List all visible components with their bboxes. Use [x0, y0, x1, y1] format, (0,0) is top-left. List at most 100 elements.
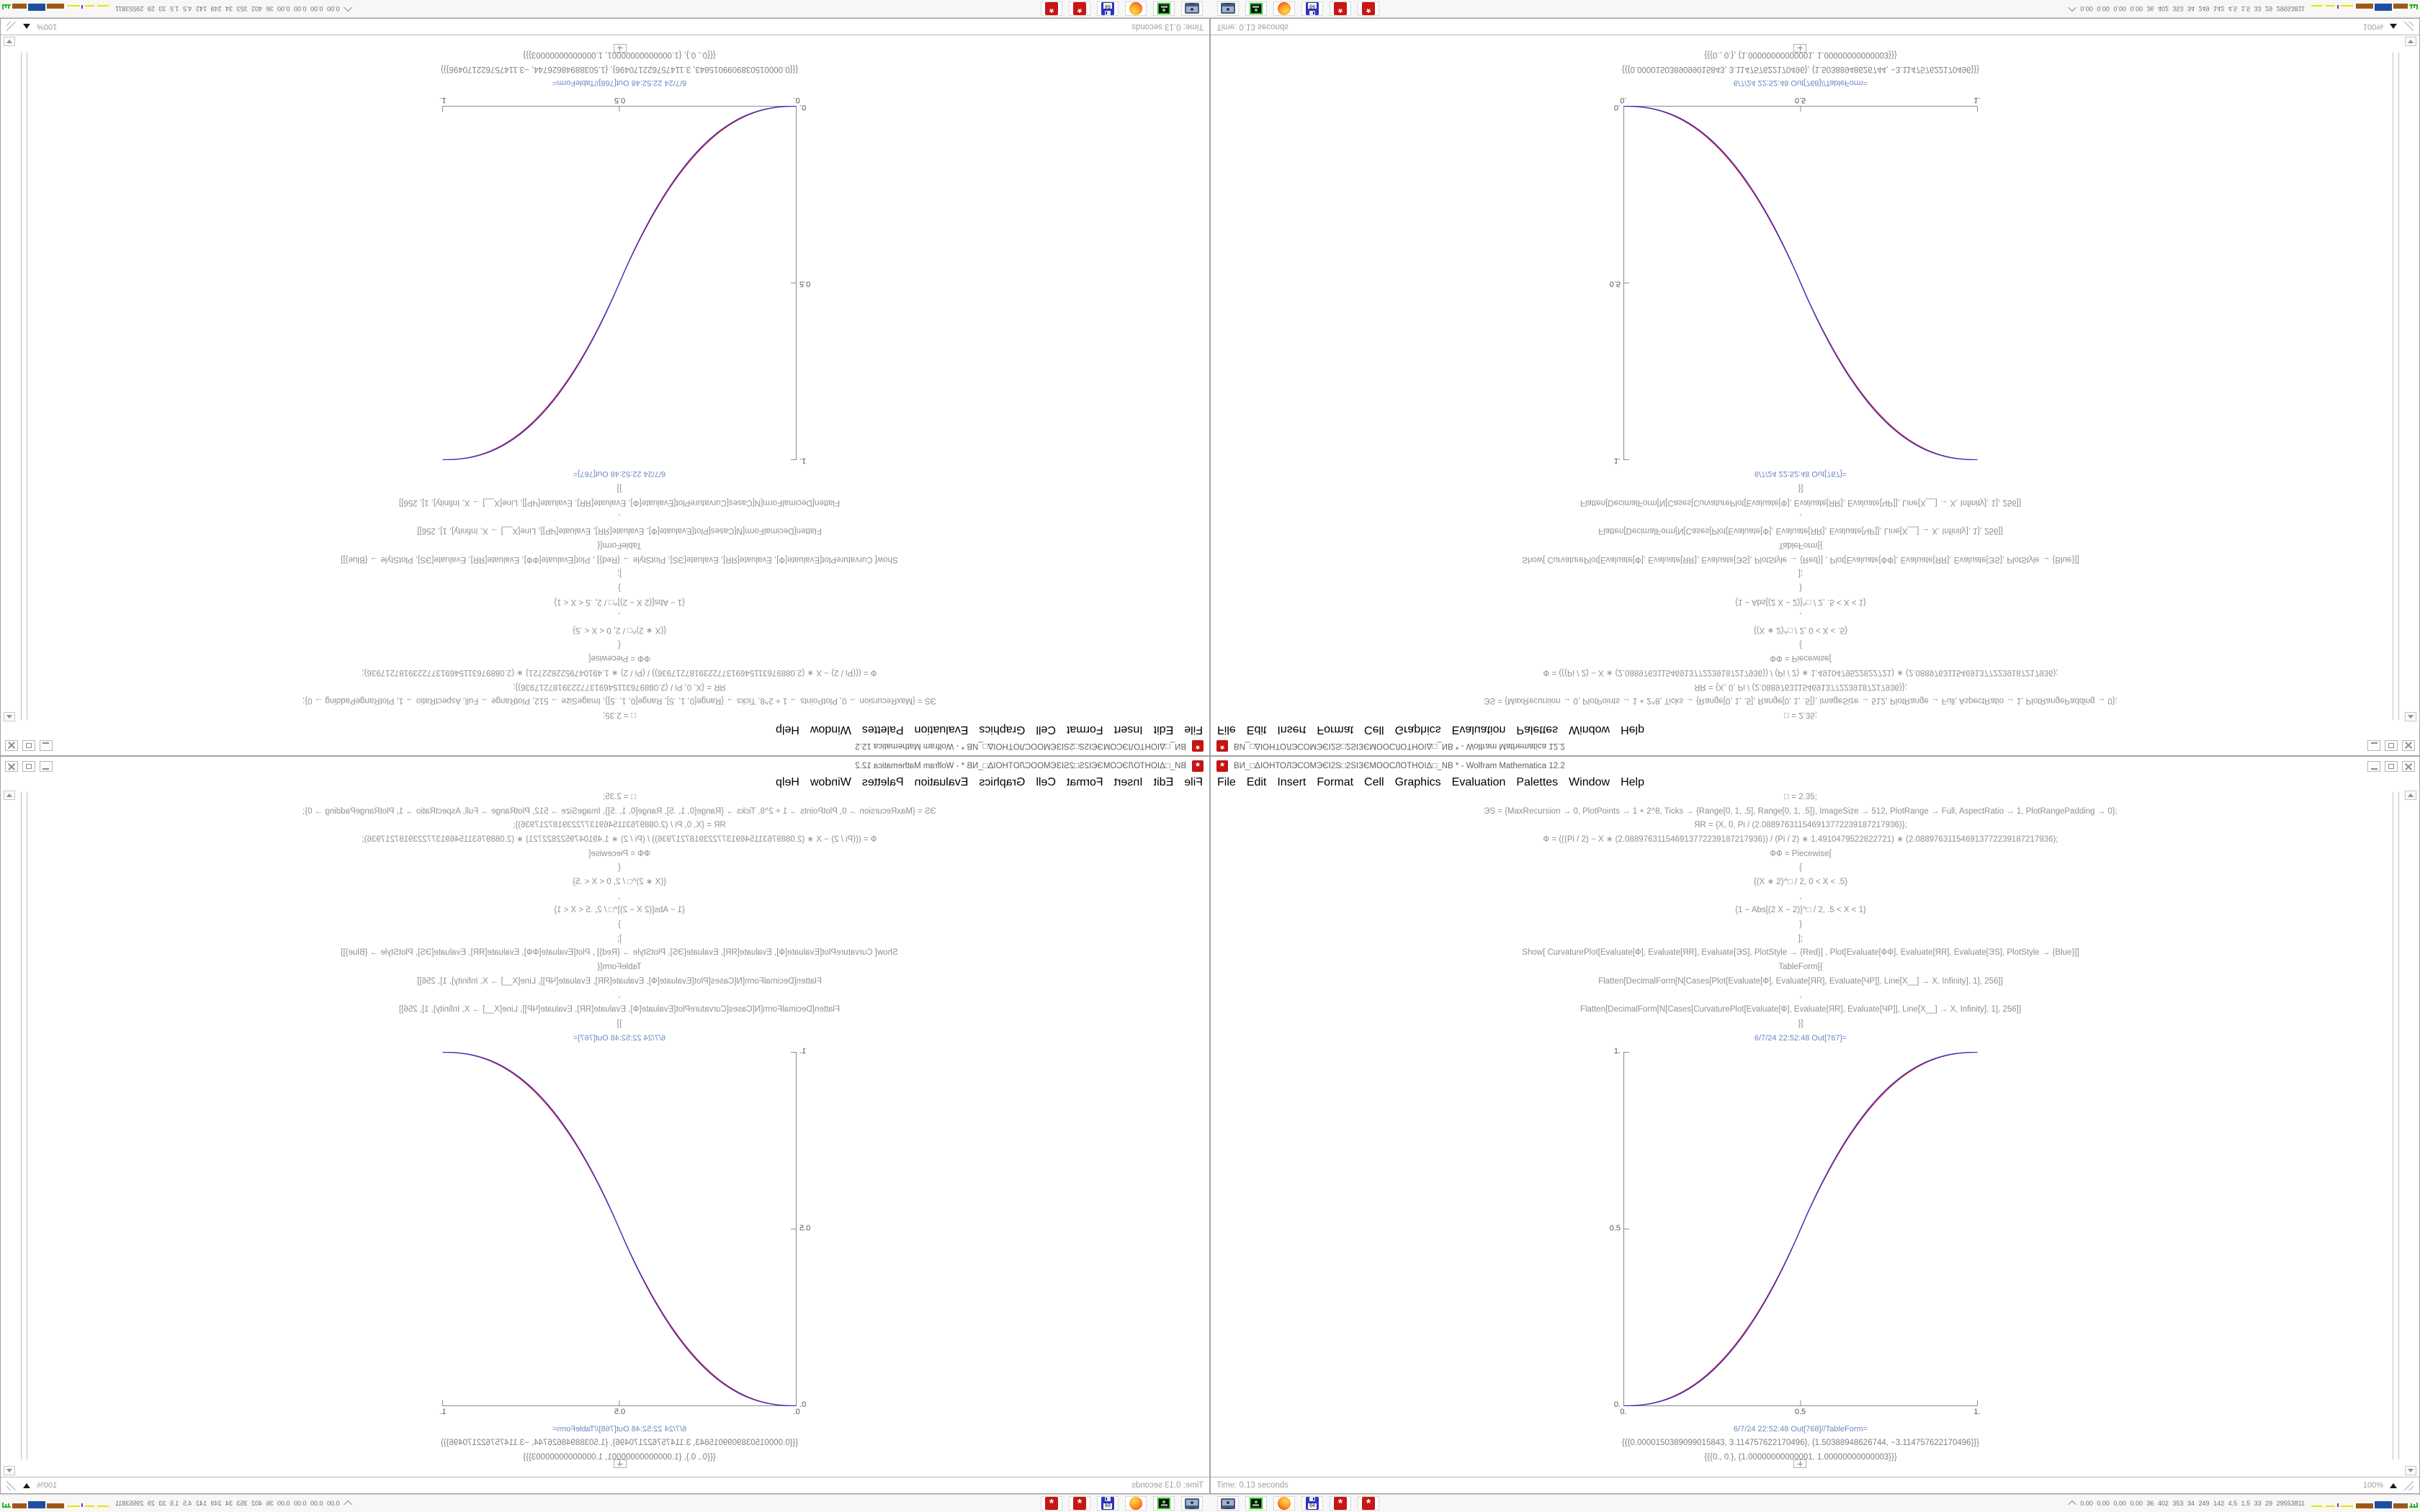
- menu-item[interactable]: Help: [1621, 724, 1644, 737]
- taskbar-button-wolfram-kernel[interactable]: *: [1330, 1, 1351, 16]
- code-line[interactable]: ЭЅ = {MaxRecursion → 0, PlotPoints → 1 +…: [1484, 696, 2118, 706]
- taskbar-button-wolfram-kernel-2[interactable]: *: [1358, 1496, 1379, 1511]
- menu-item[interactable]: Graphics: [1394, 724, 1441, 737]
- menu-item[interactable]: Window: [810, 724, 851, 737]
- scroll-down-button[interactable]: [2405, 37, 2416, 46]
- menu-item[interactable]: Evaluation: [914, 724, 969, 737]
- menu-item[interactable]: File: [1184, 724, 1203, 737]
- menu-item[interactable]: Insert: [1277, 724, 1307, 737]
- plot-canvas[interactable]: [1623, 1052, 1978, 1407]
- code-line[interactable]: {: [618, 863, 621, 873]
- scroll-up-button[interactable]: [2405, 791, 2416, 800]
- scroll-up-button[interactable]: [4, 791, 15, 800]
- code-line[interactable]: }: [1799, 582, 1802, 592]
- code-line[interactable]: ФФ = Piecewise[: [1770, 654, 1832, 663]
- menu-item[interactable]: File: [1217, 775, 1236, 788]
- code-line[interactable]: }: [1799, 920, 1802, 930]
- taskbar-button-display-capture[interactable]: [1217, 1496, 1239, 1511]
- menu-item[interactable]: Evaluation: [1451, 724, 1506, 737]
- menu-item[interactable]: Help: [776, 775, 799, 788]
- taskbar-button-green-device[interactable]: [1245, 1496, 1267, 1511]
- taskbar-button-display-capture[interactable]: [1217, 1, 1239, 16]
- taskbar-button-wolfram-kernel-2[interactable]: *: [1041, 1, 1062, 16]
- resize-grip-icon[interactable]: [6, 1480, 17, 1490]
- code-line[interactable]: ЯR = {X, 0, Pi / (2.08897631154691377223…: [513, 682, 726, 691]
- taskbar-button-wolfram-kernel[interactable]: *: [1330, 1496, 1351, 1511]
- code-line[interactable]: ];: [1798, 934, 1803, 943]
- menu-item[interactable]: Cell: [1364, 724, 1384, 737]
- magnification-value[interactable]: 100%: [37, 22, 58, 31]
- menu-item[interactable]: Edit: [1246, 775, 1267, 788]
- code-line[interactable]: {1 − Abs[(2 X − 2)]^□ / 2, .5 < X < 1}: [1735, 906, 1866, 915]
- taskbar-button-firefox[interactable]: [1273, 1, 1295, 16]
- title-bar[interactable]: * ВИ_□ΔІОНТОЛЭСОМЭЄІ2Ѕ□2ЅІЗЄМООСЛОТНОІΔ□…: [1, 737, 1209, 755]
- code-line[interactable]: Flatten[DecimalForm[N[Cases[CurvaturePlo…: [398, 498, 841, 507]
- code-line[interactable]: TableForm[{: [1778, 963, 1823, 972]
- code-line[interactable]: Ф = (((Pi / 2) − X ∗ (2.0889763115469137…: [1543, 835, 2058, 845]
- vertical-scrollbar[interactable]: [3, 791, 15, 1475]
- code-line[interactable]: Flatten[DecimalForm[N[Cases[CurvaturePlo…: [398, 1005, 841, 1014]
- taskbar-button-wolfram-kernel[interactable]: *: [1069, 1, 1090, 16]
- plot-output[interactable]: 0. 0.5 1. 0. 0.5 1.: [1602, 1046, 1999, 1418]
- menu-item[interactable]: Edit: [1153, 775, 1174, 788]
- taskbar-button-green-device[interactable]: [1153, 1496, 1175, 1511]
- notebook-content[interactable]: □ = 2.35; ЭЅ = {MaxRecursion → 0, PlotPoi…: [1211, 35, 2419, 723]
- scroll-down-button[interactable]: [2405, 1466, 2416, 1475]
- code-line[interactable]: □ = 2.35;: [1784, 711, 1817, 719]
- taskbar-button-wolfram-kernel-2[interactable]: *: [1358, 1, 1379, 16]
- code-line[interactable]: {(X ∗ 2)^□ / 2, 0 < X < .5}: [573, 878, 667, 887]
- code-line[interactable]: ЭЅ = {MaxRecursion → 0, PlotPoints → 1 +…: [302, 696, 936, 706]
- menu-item[interactable]: Graphics: [979, 724, 1026, 737]
- vertical-scrollbar[interactable]: [2405, 791, 2417, 1475]
- code-line[interactable]: Flatten[DecimalForm[N[Cases[Plot[Evaluat…: [417, 526, 822, 536]
- code-line[interactable]: ,: [618, 512, 621, 521]
- code-line[interactable]: {1 − Abs[(2 X − 2)]^□ / 2, .5 < X < 1}: [1735, 597, 1866, 606]
- menu-item[interactable]: Cell: [1364, 775, 1384, 788]
- code-line[interactable]: Show[ CurvaturePlot[Evaluate[Ф], Evaluat…: [341, 554, 898, 564]
- menu-item[interactable]: Insert: [1277, 775, 1307, 788]
- minimize-button[interactable]: [40, 740, 53, 751]
- code-line[interactable]: {1 − Abs[(2 X − 2)]^□ / 2, .5 < X < 1}: [554, 906, 685, 915]
- menu-item[interactable]: Insert: [1113, 775, 1143, 788]
- code-line[interactable]: Show[ CurvaturePlot[Evaluate[Ф], Evaluat…: [1522, 948, 2079, 958]
- code-line[interactable]: {1 − Abs[(2 X − 2)]^□ / 2, .5 < X < 1}: [554, 597, 685, 606]
- tray-expand-icon[interactable]: [343, 1500, 352, 1509]
- code-line[interactable]: {: [618, 639, 621, 649]
- input-cell[interactable]: □ = 2.35; ЭЅ = {MaxRecursion → 0, PlotPoi…: [30, 481, 1209, 721]
- title-bar[interactable]: * ВИ_□ΔІОНТОЛЭСОМЭЄІ2Ѕ□2ЅІЗЄМООСЛОТНОІΔ□…: [1211, 737, 2419, 755]
- code-line[interactable]: {: [1799, 863, 1802, 873]
- code-line[interactable]: ,: [618, 891, 621, 901]
- cell-bracket[interactable]: [2398, 792, 2399, 1459]
- code-line[interactable]: }]: [1798, 484, 1803, 493]
- scroll-up-button[interactable]: [2405, 712, 2416, 721]
- menu-item[interactable]: Format: [1317, 775, 1354, 788]
- code-line[interactable]: Flatten[DecimalForm[N[Cases[CurvaturePlo…: [1579, 1005, 2022, 1014]
- menu-item[interactable]: Edit: [1153, 724, 1174, 737]
- vertical-scrollbar[interactable]: [3, 37, 15, 721]
- taskbar-button-firefox[interactable]: [1273, 1496, 1295, 1511]
- taskbar-button-green-device[interactable]: [1153, 1, 1175, 16]
- close-button[interactable]: [2402, 740, 2415, 751]
- taskbar-button-floppy[interactable]: 64: [1301, 1496, 1323, 1511]
- taskbar-button-floppy[interactable]: 64: [1097, 1, 1119, 16]
- code-line[interactable]: ФФ = Piecewise[: [1770, 849, 1832, 858]
- code-line[interactable]: TableForm[{: [1778, 540, 1823, 549]
- magnification-popup-icon[interactable]: [23, 1482, 30, 1488]
- cell-bracket[interactable]: [21, 792, 22, 1459]
- insert-cell-button[interactable]: [1793, 1459, 1806, 1468]
- code-line[interactable]: ,: [1799, 991, 1802, 1000]
- code-line[interactable]: {(X ∗ 2)^□ / 2, 0 < X < .5}: [1753, 625, 1847, 634]
- code-line[interactable]: ,: [1799, 891, 1802, 901]
- input-cell[interactable]: □ = 2.35; ЭЅ = {MaxRecursion → 0, PlotPoi…: [1211, 791, 2390, 1031]
- magnification-value[interactable]: 100%: [2362, 22, 2383, 31]
- code-line[interactable]: □ = 2.35;: [603, 793, 636, 801]
- code-line[interactable]: Ф = (((Pi / 2) − X ∗ (2.0889763115469137…: [1543, 667, 2058, 677]
- menu-item[interactable]: Edit: [1246, 724, 1267, 737]
- code-line[interactable]: ];: [617, 569, 622, 578]
- cell-bracket[interactable]: [2398, 53, 2399, 720]
- scroll-down-button[interactable]: [4, 37, 15, 46]
- magnification-popup-icon[interactable]: [2390, 1482, 2397, 1488]
- scroll-down-button[interactable]: [4, 1466, 15, 1475]
- code-line[interactable]: ,: [618, 611, 621, 621]
- code-line[interactable]: ЭЅ = {MaxRecursion → 0, PlotPoints → 1 +…: [1484, 806, 2118, 816]
